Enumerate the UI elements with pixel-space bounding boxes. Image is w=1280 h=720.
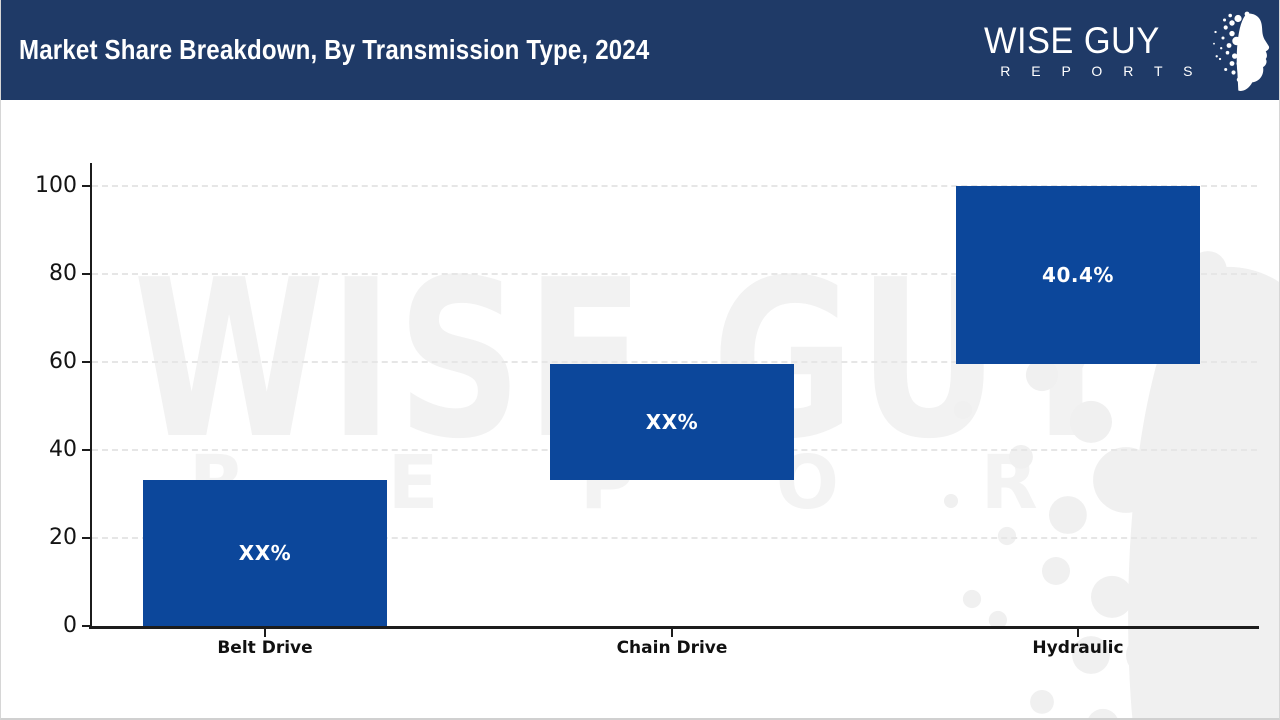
gridline-60 bbox=[92, 361, 1257, 363]
y-tick-label-80: 80 bbox=[49, 261, 77, 286]
y-tick-60 bbox=[82, 361, 91, 363]
x-axis-line bbox=[89, 626, 1259, 629]
bar-value-label-belt-drive: XX% bbox=[238, 540, 292, 565]
x-tick-hydraulic bbox=[1077, 629, 1079, 637]
bar-value-label-chain-drive: XX% bbox=[645, 409, 699, 434]
y-tick-label-100: 100 bbox=[35, 173, 77, 198]
chart-title: Market Share Breakdown, By Transmission … bbox=[19, 34, 650, 65]
header-bar: Market Share Breakdown, By Transmission … bbox=[1, 0, 1279, 100]
logo-subtitle: R E P O R T S bbox=[1000, 62, 1201, 79]
y-tick-label-0: 0 bbox=[63, 613, 77, 638]
y-tick-label-60: 60 bbox=[49, 349, 77, 374]
x-tick-belt-drive bbox=[264, 629, 266, 637]
bar-belt-drive: XX% bbox=[143, 479, 387, 626]
bar-hydraulic: 40.4% bbox=[956, 186, 1200, 364]
x-tick-label-chain-drive: Chain Drive bbox=[616, 638, 728, 658]
gridline-100 bbox=[92, 185, 1257, 187]
y-tick-0 bbox=[82, 625, 91, 627]
wiseguy-logo: WISE GUY R E P O R T S bbox=[984, 0, 1277, 100]
plot-area: 0 20 40 60 80 100 XX% XX% 40.4% Belt Drive Chain D… bbox=[1, 100, 1279, 718]
bar-chain-drive: XX% bbox=[550, 363, 794, 480]
bar-value-label-hydraulic: 40.4% bbox=[1042, 262, 1114, 287]
y-tick-100 bbox=[82, 185, 91, 187]
gridline-20 bbox=[92, 537, 1257, 539]
y-axis-line bbox=[90, 163, 92, 628]
logo-wordmark: WISE GUY bbox=[984, 19, 1161, 61]
x-tick-chain-drive bbox=[671, 629, 673, 637]
x-tick-label-hydraulic: Hydraulic bbox=[1032, 638, 1124, 658]
gridline-80 bbox=[92, 273, 1257, 275]
y-tick-20 bbox=[82, 537, 91, 539]
y-tick-80 bbox=[82, 273, 91, 275]
y-tick-40 bbox=[82, 449, 91, 451]
x-tick-label-belt-drive: Belt Drive bbox=[217, 638, 313, 658]
y-tick-label-20: 20 bbox=[49, 525, 77, 550]
y-tick-label-40: 40 bbox=[49, 437, 77, 462]
logo-text: WISE GUY R E P O R T S bbox=[984, 22, 1201, 79]
